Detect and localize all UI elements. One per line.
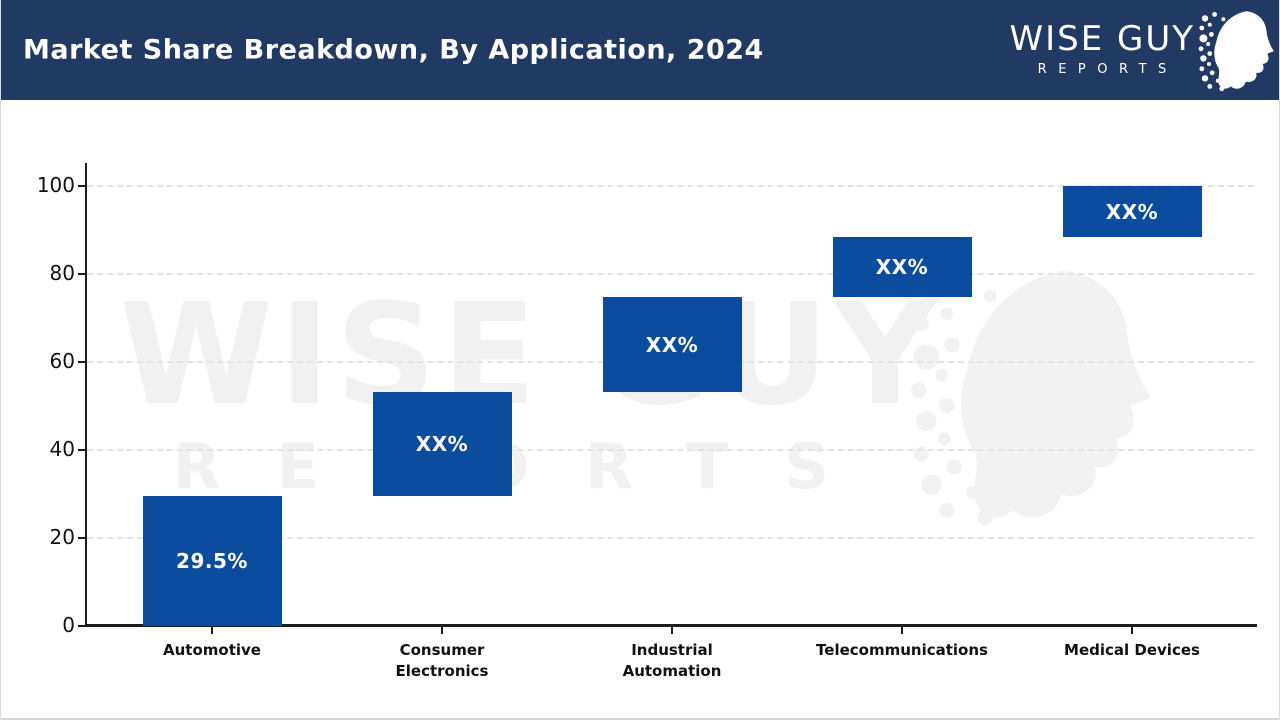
y-tick-mark-80	[78, 273, 86, 275]
y-tick-label-60: 60	[49, 349, 75, 373]
logo-wordmark: WISE GUY REPORTS	[1009, 19, 1195, 76]
x-axis-label-industrial-automation: Industrial Automation	[552, 640, 792, 682]
x-tick-mark-industrial-automation	[671, 627, 673, 634]
x-axis-label-line: Electronics	[395, 662, 489, 680]
bar-value-label-consumer-electronics: XX%	[415, 432, 469, 457]
bar-medical-devices: XX%	[1062, 186, 1202, 238]
y-tick-label-0: 0	[62, 613, 75, 637]
y-tick-mark-60	[78, 361, 86, 363]
y-tick-label-100: 100	[36, 173, 75, 197]
y-tick-label-80: 80	[49, 261, 75, 285]
logo-text-reports: REPORTS	[1037, 61, 1178, 77]
x-axis-label-consumer-electronics: Consumer Electronics	[322, 640, 562, 682]
y-tick-mark-100	[78, 185, 86, 187]
wiseguy-logo: WISE GUY REPORTS	[1009, 6, 1277, 96]
bar-value-label-telecommunications: XX%	[875, 255, 929, 280]
gridline-80	[87, 273, 1254, 275]
y-tick-label-40: 40	[49, 437, 75, 461]
bar-value-label-medical-devices: XX%	[1105, 199, 1159, 224]
bar-automotive: 29.5%	[142, 496, 282, 626]
x-axis-label-telecommunications: Telecommunications	[782, 640, 1022, 661]
y-axis-line	[85, 163, 87, 626]
x-axis-label-medical-devices: Medical Devices	[1012, 640, 1252, 661]
bar-industrial-automation: XX%	[602, 297, 742, 392]
y-tick-mark-40	[78, 449, 86, 451]
y-tick-mark-0	[78, 625, 86, 627]
x-tick-mark-medical-devices	[1131, 627, 1133, 634]
logo-text-wiseguy: WISE GUY	[1009, 19, 1195, 59]
x-axis-label-line: Medical Devices	[1064, 641, 1200, 659]
chart-canvas: WISE GUY REPORTS 0 20 40 60 80 100 29.5% Automo…	[1, 100, 1279, 718]
x-axis-label-line: Industrial	[631, 641, 713, 659]
watermark: WISE GUY REPORTS	[119, 274, 941, 498]
gridline-20	[87, 537, 1254, 539]
gridline-100	[87, 185, 1254, 187]
header-bar: Market Share Breakdown, By Application, …	[1, 0, 1279, 100]
x-tick-mark-automotive	[211, 627, 213, 634]
bar-telecommunications: XX%	[832, 237, 972, 298]
y-tick-label-20: 20	[49, 525, 75, 549]
bar-value-label-automotive: 29.5%	[176, 549, 248, 574]
page-title: Market Share Breakdown, By Application, …	[23, 34, 764, 66]
x-tick-mark-telecommunications	[901, 627, 903, 634]
watermark-text-wiseguy: WISE GUY	[119, 274, 941, 437]
gridline-40	[87, 449, 1254, 451]
y-tick-mark-20	[78, 537, 86, 539]
bar-consumer-electronics: XX%	[372, 391, 512, 497]
x-axis-line	[85, 624, 1257, 627]
x-axis-label-automotive: Automotive	[92, 640, 332, 661]
x-tick-mark-consumer-electronics	[441, 627, 443, 634]
x-axis-label-line: Automation	[622, 662, 722, 680]
bar-value-label-industrial-automation: XX%	[645, 332, 699, 357]
x-axis-label-line: Telecommunications	[816, 641, 988, 659]
x-axis-label-line: Consumer	[399, 641, 485, 659]
x-axis-label-line: Automotive	[163, 641, 261, 659]
